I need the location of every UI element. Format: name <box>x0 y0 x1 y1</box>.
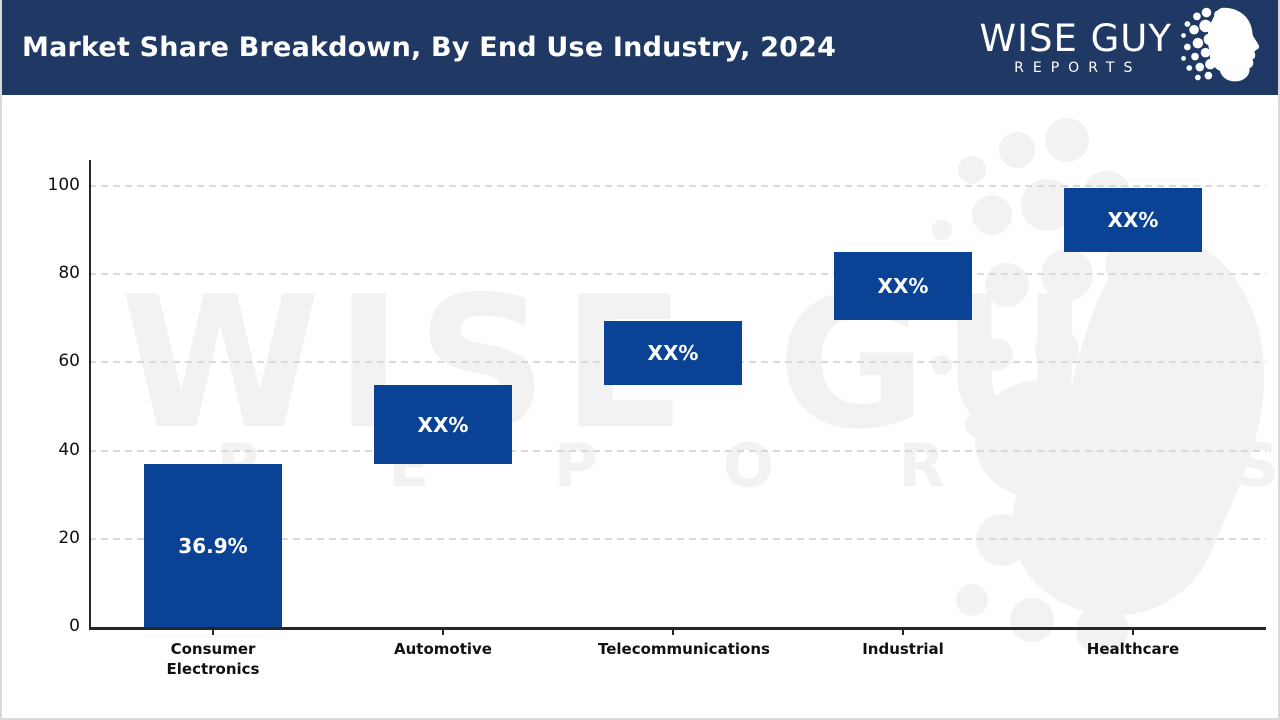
head-profile-logo-icon <box>1174 3 1260 93</box>
x-tick-3 <box>902 630 904 635</box>
x-axis-line <box>89 627 1266 630</box>
y-tick-label-60: 60 <box>58 351 80 372</box>
x-category-label: Consumer Electronics <box>166 640 260 679</box>
bar-value-label: XX% <box>877 274 929 299</box>
y-tick-label-100: 100 <box>47 175 80 195</box>
x-category-label: Automotive <box>394 640 492 658</box>
bar-automotive: XX% <box>374 385 512 465</box>
gridline-y-80 <box>89 273 1266 276</box>
bar-consumer-electronics: 36.9% <box>144 464 282 627</box>
x-category-label: Industrial <box>862 640 944 658</box>
gridline-y-40 <box>89 449 1266 452</box>
y-axis-line <box>89 160 91 630</box>
gridline-y-100 <box>89 185 1266 187</box>
x-tick-0 <box>212 630 214 635</box>
x-tick-1 <box>442 630 444 635</box>
bar-industrial: XX% <box>834 252 972 321</box>
brand-subtitle: REPORTS <box>1014 60 1142 76</box>
x-category-label: Healthcare <box>1086 640 1180 658</box>
bar-value-label: XX% <box>647 340 699 365</box>
brand-logo-text: WISE GUY REPORTS <box>980 20 1172 75</box>
bar-value-label: 36.9% <box>178 533 248 558</box>
page-title: Market Share Breakdown, By End Use Indus… <box>22 32 837 63</box>
y-tick-label-20: 20 <box>58 527 80 548</box>
gridline-y-20 <box>89 537 1266 540</box>
x-category-label: Telecommunications <box>598 640 770 658</box>
bar-telecommunications: XX% <box>604 320 742 386</box>
y-tick-label-40: 40 <box>58 439 80 460</box>
y-tick-label-80: 80 <box>58 263 80 284</box>
brand-logo: WISE GUY REPORTS <box>980 3 1260 93</box>
y-tick-label-0: 0 <box>69 616 80 636</box>
header-banner: Market Share Breakdown, By End Use Indus… <box>2 0 1278 95</box>
bar-healthcare: XX% <box>1064 187 1202 253</box>
x-tick-2 <box>672 630 674 635</box>
x-tick-4 <box>1132 630 1134 635</box>
brand-name: WISE GUY <box>979 17 1172 60</box>
bar-value-label: XX% <box>417 412 469 437</box>
watermark-head-dots <box>882 110 1272 674</box>
bar-value-label: XX% <box>1107 207 1159 232</box>
